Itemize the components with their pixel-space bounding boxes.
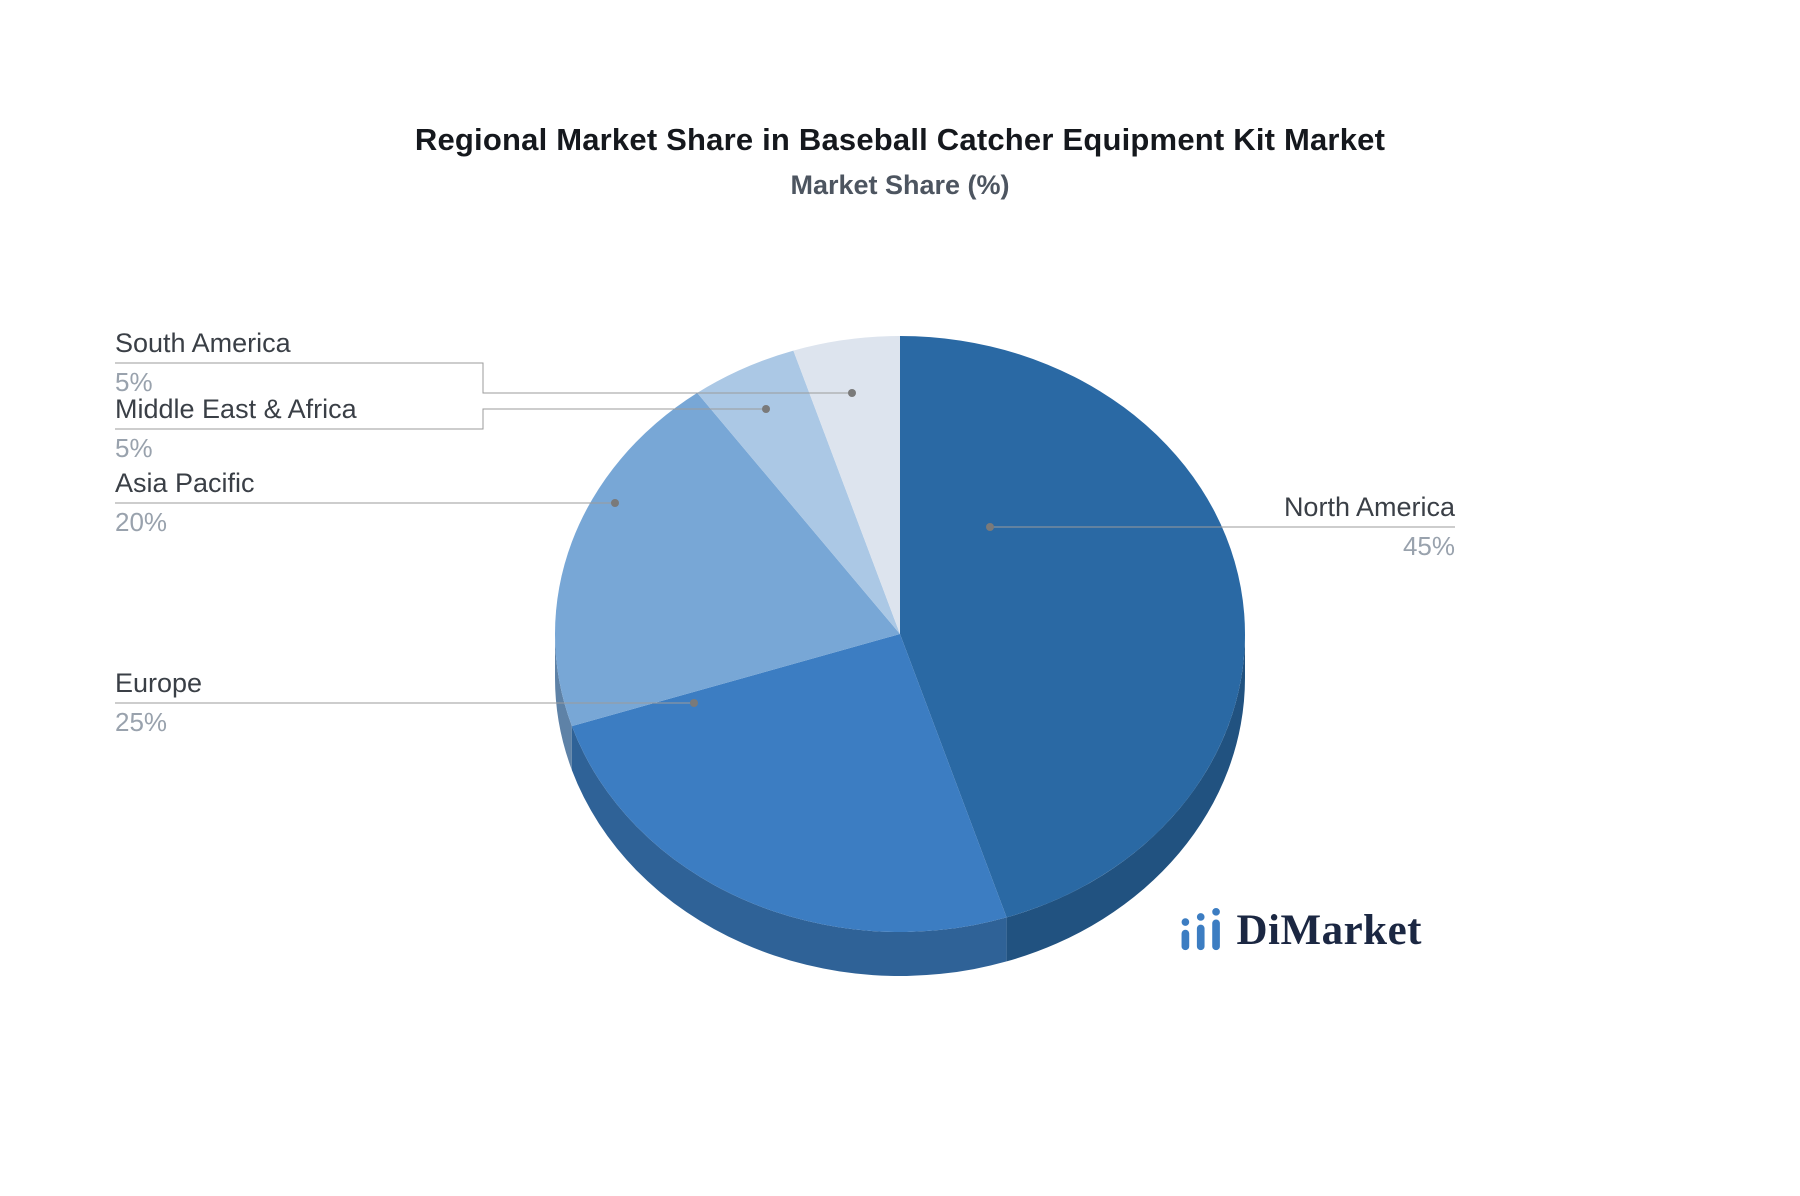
leader-line-middle-east-africa <box>115 408 766 430</box>
slice-value-middle-east-africa: 5% <box>115 433 153 463</box>
slice-value-asia-pacific: 20% <box>115 507 167 537</box>
slice-label-europe: Europe <box>115 668 202 698</box>
pie-slice-asia-pacific <box>555 392 900 727</box>
leader-dot-middle-east-africa <box>762 405 770 413</box>
slice-label-south-america: South America <box>115 328 292 358</box>
slice-value-europe: 25% <box>115 707 167 737</box>
pie-slice-side-asia-pacific <box>555 634 572 771</box>
leader-dot-asia-pacific <box>611 499 619 507</box>
logo-text: DiMarket <box>1236 907 1422 954</box>
leader-line-south-america <box>115 362 852 394</box>
pie-slice-europe <box>571 634 1007 933</box>
slice-label-asia-pacific: Asia Pacific <box>115 468 255 498</box>
leader-dot-north-america <box>986 523 994 531</box>
slice-label-middle-east-africa: Middle East & Africa <box>115 394 358 424</box>
slice-value-north-america: 45% <box>1403 531 1455 561</box>
pie-slice-middle-east-africa <box>697 350 900 634</box>
pie-slice-north-america <box>900 336 1246 918</box>
brand-logo: DiMarket <box>1179 906 1423 955</box>
slice-value-south-america: 5% <box>115 367 153 397</box>
chart-title: Regional Market Share in Baseball Catche… <box>414 122 1386 157</box>
chart-subtitle: Market Share (%) <box>790 170 1010 200</box>
pie-slice-side-north-america <box>1006 634 1245 962</box>
pie-slice-side-europe <box>571 726 1007 977</box>
slice-label-north-america: North America <box>1284 492 1456 522</box>
pie-slice-south-america <box>793 336 900 634</box>
leader-dot-south-america <box>848 389 856 397</box>
leader-dot-europe <box>690 699 698 707</box>
bar-chart-icon <box>1181 907 1220 950</box>
